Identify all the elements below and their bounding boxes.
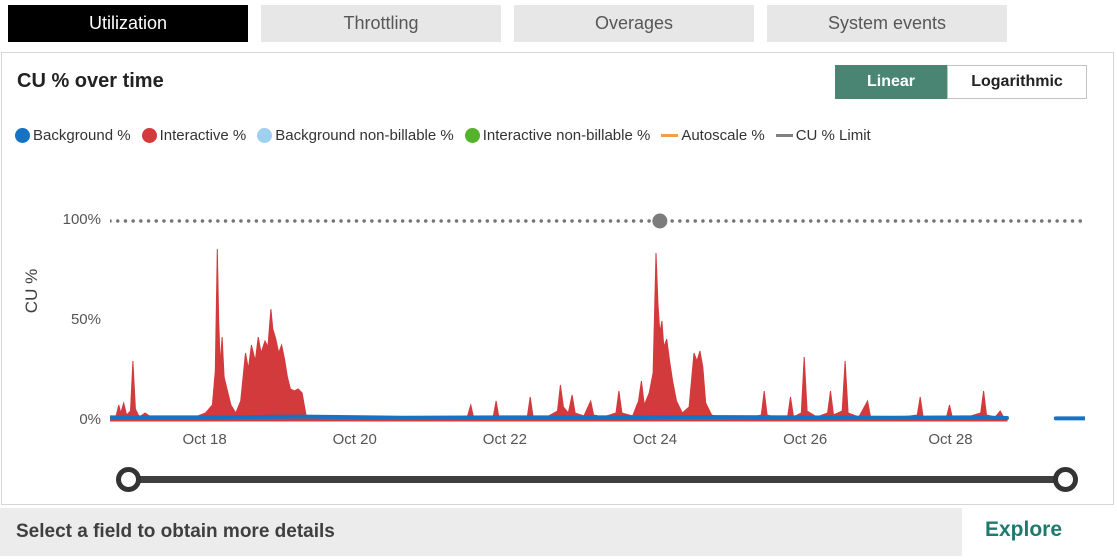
tab-system-events[interactable]: System events bbox=[767, 5, 1007, 42]
legend-item[interactable]: CU % Limit bbox=[775, 127, 871, 144]
chart-legend: Background % Interactive % Background non-… bbox=[15, 127, 871, 144]
x-tick-label: Oct 24 bbox=[632, 431, 678, 448]
legend-label: Background % bbox=[33, 127, 131, 144]
tab-overages[interactable]: Overages bbox=[514, 5, 754, 42]
x-tick-label: Oct 20 bbox=[332, 431, 377, 448]
slider-handle-right[interactable] bbox=[1053, 467, 1078, 492]
y-tick-label: 0% bbox=[79, 411, 101, 428]
legend-label: Interactive non-billable % bbox=[482, 127, 651, 144]
legend-item[interactable]: Background % bbox=[15, 127, 131, 144]
legend-dot-icon bbox=[141, 128, 157, 143]
details-hint-text: Select a field to obtain more details bbox=[16, 521, 335, 542]
time-range-slider-track[interactable] bbox=[128, 476, 1066, 483]
tab-bar: Utilization Throttling Overages System e… bbox=[8, 5, 1007, 42]
legend-dot-icon bbox=[257, 128, 273, 143]
y-tick-label: 100% bbox=[62, 211, 101, 228]
x-tick-label: Oct 26 bbox=[783, 431, 828, 448]
x-tick-label: Oct 18 bbox=[182, 431, 227, 448]
details-hint: Select a field to obtain more details bbox=[0, 508, 962, 556]
slider-handle-left[interactable] bbox=[116, 467, 141, 492]
chart-title: CU % over time bbox=[17, 70, 164, 92]
legend-dot-icon bbox=[464, 128, 480, 143]
legend-dot-icon bbox=[15, 128, 30, 143]
legend-label: CU % Limit bbox=[795, 127, 871, 144]
x-tick-label: Oct 28 bbox=[928, 431, 973, 448]
x-tick-label: Oct 22 bbox=[482, 431, 527, 448]
y-tick-label: 50% bbox=[70, 311, 101, 328]
legend-label: Interactive % bbox=[159, 127, 247, 144]
linear-button[interactable]: Linear bbox=[835, 65, 947, 99]
legend-line-icon bbox=[661, 134, 679, 137]
explore-button[interactable]: Explore bbox=[985, 518, 1063, 541]
legend-line-icon bbox=[775, 134, 793, 137]
legend-label: Background non-billable % bbox=[275, 127, 454, 144]
legend-item[interactable]: Interactive % bbox=[141, 127, 247, 144]
interactive-series-area[interactable] bbox=[110, 248, 1008, 422]
plot-svg[interactable] bbox=[110, 209, 1085, 431]
tab-throttling[interactable]: Throttling bbox=[261, 5, 501, 42]
background-series-line[interactable] bbox=[110, 414, 1009, 420]
legend-item[interactable]: Background non-billable % bbox=[257, 127, 454, 144]
tab-utilization[interactable]: Utilization bbox=[8, 5, 248, 42]
utilization-panel: CU % over time Linear Logarithmic Backgr… bbox=[1, 52, 1114, 505]
legend-item[interactable]: Interactive non-billable % bbox=[464, 127, 651, 144]
scale-toggle: Linear Logarithmic bbox=[835, 65, 1087, 99]
legend-label: Autoscale % bbox=[681, 127, 765, 144]
cu-limit-marker[interactable] bbox=[652, 213, 668, 229]
logarithmic-button[interactable]: Logarithmic bbox=[947, 65, 1087, 99]
legend-item[interactable]: Autoscale % bbox=[661, 127, 765, 144]
